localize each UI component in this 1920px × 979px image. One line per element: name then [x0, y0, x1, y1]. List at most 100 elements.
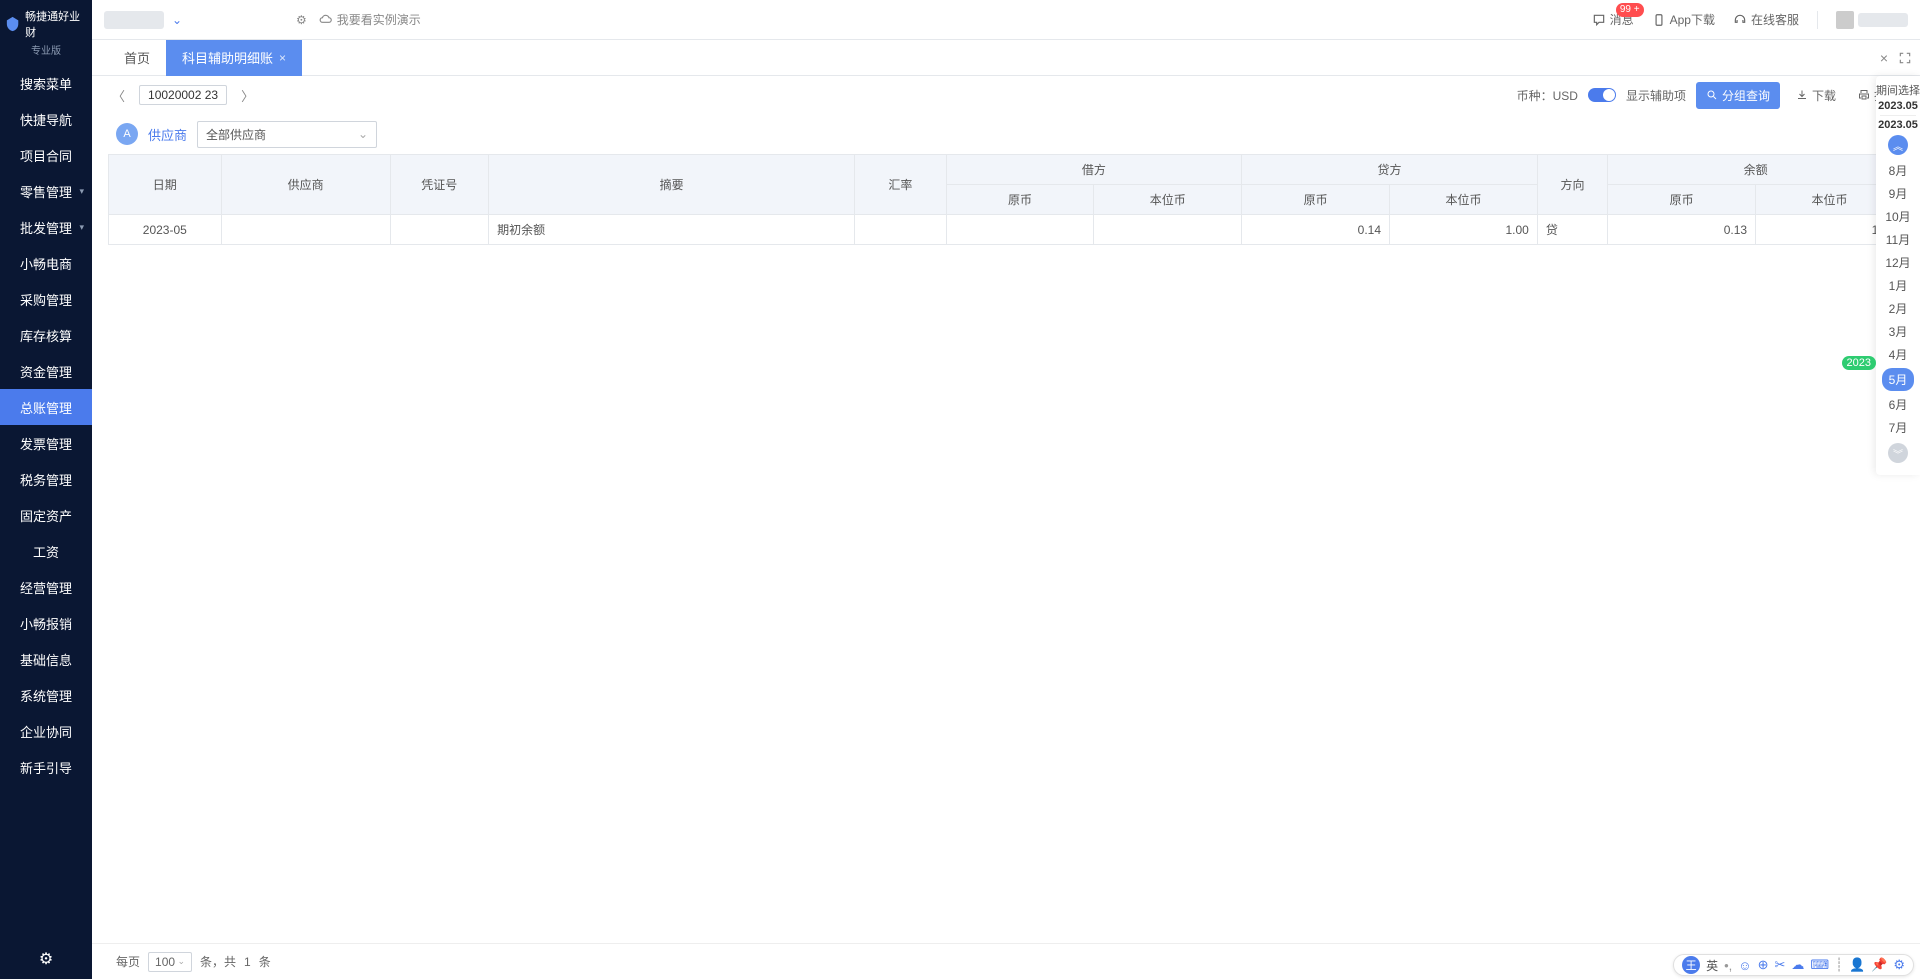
tab-ledger-detail[interactable]: 科目辅助明细账 ×	[166, 40, 302, 76]
download-button[interactable]: 下载	[1790, 83, 1842, 108]
period-month[interactable]: 8月	[1876, 159, 1920, 182]
tab-home[interactable]: 首页	[108, 40, 166, 76]
period-month[interactable]: 12月	[1876, 251, 1920, 274]
cell-voucher	[390, 215, 489, 245]
user-menu[interactable]	[1836, 11, 1908, 29]
next-account-icon[interactable]: 〉	[237, 86, 258, 105]
th-debit-base: 本位币	[1094, 185, 1242, 215]
period-from[interactable]: 2023.05	[1876, 100, 1920, 112]
sidebar-item-17[interactable]: 系统管理	[0, 677, 92, 713]
period-down-icon[interactable]: ︾	[1888, 443, 1908, 463]
customer-service-link[interactable]: 在线客服	[1733, 11, 1799, 28]
page-size-select[interactable]: 100 ⌄	[148, 952, 192, 972]
print-icon	[1858, 89, 1870, 101]
download-label: 下载	[1812, 87, 1836, 104]
group-query-label: 分组查询	[1722, 87, 1770, 104]
filter-row: A 供应商 全部供应商 ⌄	[92, 114, 1920, 154]
sidebar-item-10[interactable]: 发票管理	[0, 425, 92, 461]
sidebar-item-12[interactable]: 固定资产	[0, 497, 92, 533]
period-to[interactable]: 2023.05	[1876, 119, 1920, 131]
th-debit-orig: 原币	[946, 185, 1094, 215]
ime-mic-icon[interactable]: ⊕	[1758, 957, 1769, 973]
page-size-value: 100	[155, 955, 175, 969]
period-month[interactable]: 6月	[1876, 393, 1920, 416]
sidebar-item-5[interactable]: 小畅电商	[0, 245, 92, 281]
table-row[interactable]: 2023-05期初余额0.141.00贷0.131.00	[109, 215, 1904, 245]
sidebar-item-16[interactable]: 基础信息	[0, 641, 92, 677]
sidebar-item-6[interactable]: 采购管理	[0, 281, 92, 317]
ime-pin-icon[interactable]: 📌	[1871, 957, 1887, 973]
ime-scissors-icon[interactable]: ✂	[1774, 957, 1785, 973]
sidebar-item-label: 基础信息	[20, 650, 72, 669]
user-name-placeholder	[1858, 13, 1908, 27]
currency-label: 币种：USD	[1517, 87, 1578, 104]
close-all-tabs-icon[interactable]: ×	[1880, 50, 1888, 66]
period-up-icon[interactable]: ︽	[1888, 135, 1908, 155]
ime-punct-icon[interactable]: •,	[1724, 958, 1732, 973]
th-bal-orig: 原币	[1608, 185, 1756, 215]
chevron-down-icon: ⌄	[177, 956, 185, 967]
period-month[interactable]: 3月	[1876, 320, 1920, 343]
app-download-link[interactable]: App下载	[1652, 11, 1715, 28]
chevron-down-icon[interactable]: ⌄	[172, 13, 182, 27]
close-icon[interactable]: ×	[279, 51, 286, 65]
sidebar-item-7[interactable]: 库存核算	[0, 317, 92, 353]
sidebar-item-8[interactable]: 资金管理	[0, 353, 92, 389]
aux-toggle[interactable]	[1588, 88, 1616, 102]
period-month[interactable]: 11月	[1876, 228, 1920, 251]
brand-edition: 专业版	[31, 42, 61, 57]
download-icon	[1796, 89, 1808, 101]
period-month[interactable]: 1月	[1876, 274, 1920, 297]
th-direction: 方向	[1537, 155, 1607, 215]
ime-keyboard-icon[interactable]: ⌨	[1810, 957, 1829, 973]
group-query-button[interactable]: 分组查询	[1696, 82, 1780, 109]
divider	[1817, 11, 1818, 29]
sidebar-item-label: 小畅电商	[20, 254, 72, 273]
period-month[interactable]: 4月	[1876, 343, 1920, 366]
sidebar-item-14[interactable]: 经营管理	[0, 569, 92, 605]
pagination-total: 1	[244, 955, 251, 969]
sidebar-item-18[interactable]: 企业协同	[0, 713, 92, 749]
sidebar-item-label: 资金管理	[20, 362, 72, 381]
ime-smile-icon[interactable]: ☺	[1738, 958, 1751, 973]
demo-link[interactable]: 我要看实例演示	[319, 11, 421, 28]
sidebar-item-19[interactable]: 新手引导	[0, 749, 92, 785]
sidebar-item-label: 经营管理	[20, 578, 72, 597]
ime-logo-icon[interactable]: 王	[1682, 956, 1700, 974]
period-month[interactable]: 10月	[1876, 205, 1920, 228]
ime-user-icon[interactable]: 👤	[1849, 957, 1865, 973]
ime-settings-icon[interactable]: ⚙	[1893, 957, 1905, 973]
sidebar-item-label: 发票管理	[20, 434, 72, 453]
sidebar-footer: ⚙	[0, 939, 92, 979]
table-wrap: 日期 供应商 凭证号 摘要 汇率 借方 贷方 方向 余额 原币 本位币 原币	[92, 154, 1920, 943]
sidebar-item-2[interactable]: 项目合同	[0, 137, 92, 173]
sidebar-item-label: 系统管理	[20, 686, 72, 705]
sidebar-item-13[interactable]: 工资	[0, 533, 92, 569]
sidebar-item-15[interactable]: 小畅报销	[0, 605, 92, 641]
period-month[interactable]: 7月	[1876, 416, 1920, 439]
sidebar-item-label: 快捷导航	[20, 110, 72, 129]
cell-direction: 贷	[1537, 215, 1607, 245]
period-month[interactable]: 2月	[1876, 297, 1920, 320]
ime-lang[interactable]: 英	[1706, 957, 1718, 974]
sidebar-item-4[interactable]: 批发管理▾	[0, 209, 92, 245]
sidebar-item-9[interactable]: 总账管理	[0, 389, 92, 425]
period-month[interactable]: 9月	[1876, 182, 1920, 205]
sidebar-item-0[interactable]: 搜索菜单	[0, 65, 92, 101]
account-code[interactable]: 10020002 23	[139, 85, 227, 105]
messages-link[interactable]: 消息 99 +	[1592, 11, 1634, 28]
ime-cloud-icon[interactable]: ☁	[1791, 957, 1804, 973]
fullscreen-icon[interactable]	[1898, 51, 1912, 65]
org-settings-icon[interactable]: ⚙	[296, 13, 307, 27]
sidebar-item-1[interactable]: 快捷导航	[0, 101, 92, 137]
cell-rate	[855, 215, 947, 245]
th-credit: 贷方	[1242, 155, 1538, 185]
supplier-select[interactable]: 全部供应商 ⌄	[197, 121, 377, 148]
sidebar-item-3[interactable]: 零售管理▾	[0, 173, 92, 209]
sidebar-item-11[interactable]: 税务管理	[0, 461, 92, 497]
period-month[interactable]: 5月	[1882, 368, 1914, 391]
settings-gear-icon[interactable]: ⚙	[39, 949, 53, 969]
prev-account-icon[interactable]: 〈	[108, 86, 129, 105]
org-selector[interactable]: ⌄	[104, 11, 284, 29]
cell-credit_orig: 0.14	[1242, 215, 1390, 245]
